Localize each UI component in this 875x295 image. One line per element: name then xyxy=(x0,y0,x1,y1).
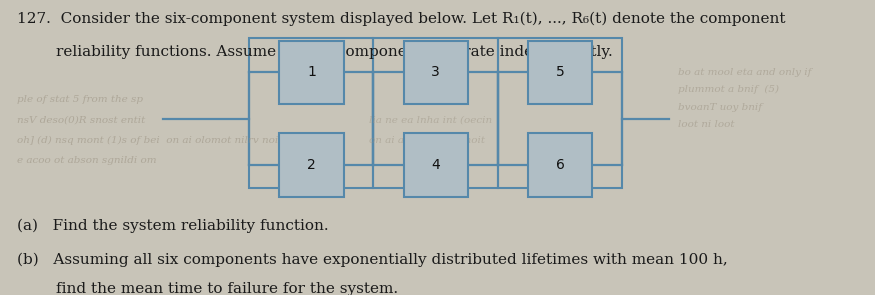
Text: on ai alomot nilrv noit: on ai alomot nilrv noit xyxy=(369,136,485,145)
Text: (b)   Assuming all six components have exponentially distributed lifetimes with : (b) Assuming all six components have exp… xyxy=(18,253,728,267)
Bar xyxy=(528,133,592,197)
Text: lia ne ea lnha int (oecin: lia ne ea lnha int (oecin xyxy=(369,116,492,124)
Text: reliability functions. Assume the six components operate independently.: reliability functions. Assume the six co… xyxy=(56,45,612,59)
Bar xyxy=(403,40,468,104)
Text: bo at mool eta and only if: bo at mool eta and only if xyxy=(677,68,811,77)
Text: 4: 4 xyxy=(431,158,440,172)
Text: bvoanT uoy bnif: bvoanT uoy bnif xyxy=(677,103,762,112)
Bar xyxy=(279,40,344,104)
Text: (a)   Find the system reliability function.: (a) Find the system reliability function… xyxy=(18,218,329,233)
Text: 127.  Consider the six-component system displayed below. Let R₁(t), ..., R₆(t) d: 127. Consider the six-component system d… xyxy=(18,12,786,26)
Text: 1: 1 xyxy=(307,65,316,79)
Bar xyxy=(374,38,498,188)
Text: oh] (d) nsq mont (1)s of bei  on ai olomot nilrv noit: oh] (d) nsq mont (1)s of bei on ai olomo… xyxy=(18,136,283,145)
Text: plummot a bnif  (5): plummot a bnif (5) xyxy=(677,85,779,94)
Text: e acoo ot abson sgnildi om: e acoo ot abson sgnildi om xyxy=(18,156,157,165)
Text: nsV deso(0)R snost entit: nsV deso(0)R snost entit xyxy=(18,116,145,124)
Bar xyxy=(403,133,468,197)
Text: loot ni loot: loot ni loot xyxy=(677,120,734,129)
Bar xyxy=(498,38,622,188)
Text: 6: 6 xyxy=(556,158,564,172)
Text: ple of stat 5 from the sp: ple of stat 5 from the sp xyxy=(18,95,144,104)
Text: 3: 3 xyxy=(431,65,440,79)
Bar xyxy=(248,38,374,188)
Text: 2: 2 xyxy=(307,158,316,172)
Bar xyxy=(279,133,344,197)
Bar xyxy=(528,40,592,104)
Text: 5: 5 xyxy=(556,65,564,79)
Text: find the mean time to failure for the system.: find the mean time to failure for the sy… xyxy=(56,282,398,295)
